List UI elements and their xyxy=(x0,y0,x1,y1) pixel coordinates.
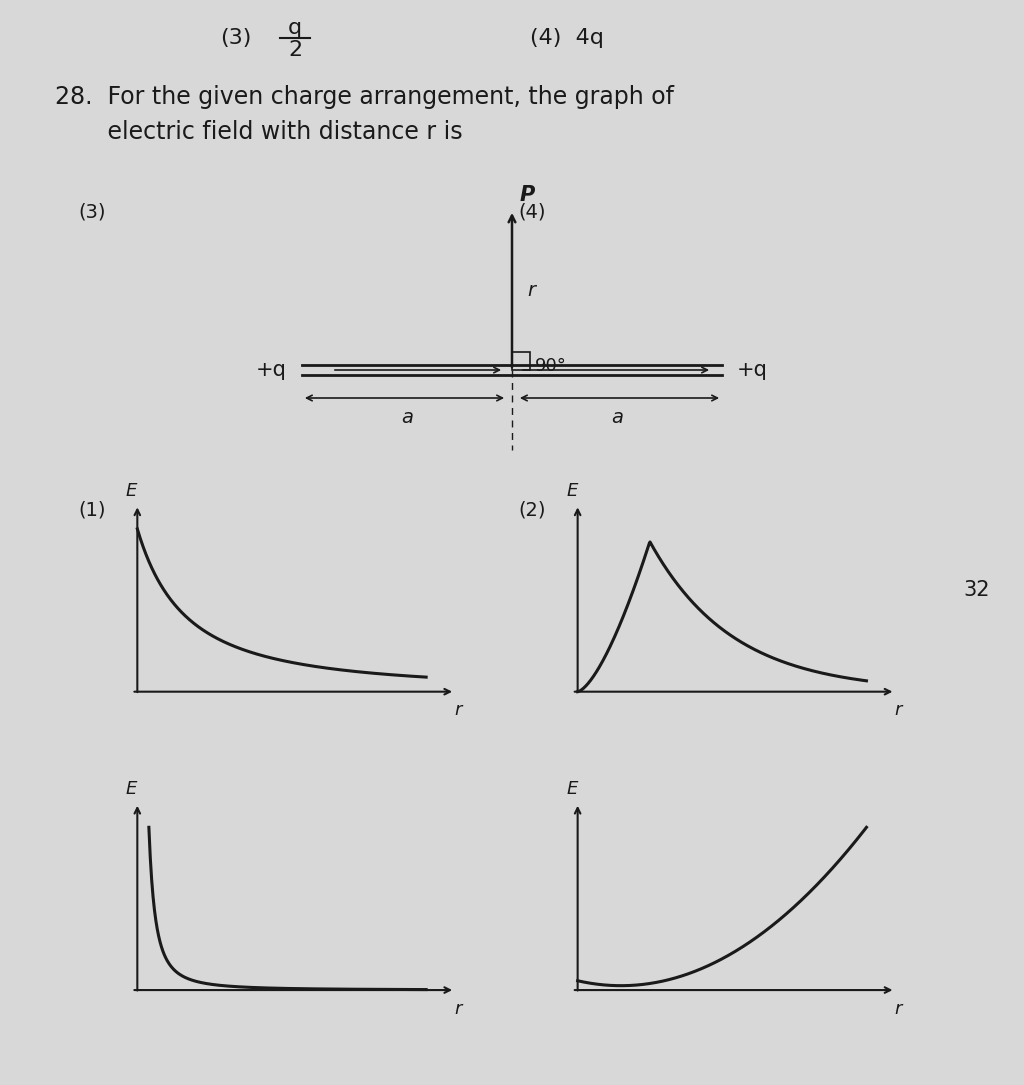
Text: a: a xyxy=(401,408,413,427)
Text: (1): (1) xyxy=(79,500,105,520)
Text: 32: 32 xyxy=(964,580,990,600)
Text: r: r xyxy=(527,281,535,299)
Text: E: E xyxy=(126,780,137,799)
Text: +q: +q xyxy=(256,360,287,380)
Text: E: E xyxy=(566,482,578,499)
Text: q: q xyxy=(288,18,302,38)
Text: E: E xyxy=(566,780,578,799)
Text: E: E xyxy=(126,482,137,499)
Text: (4): (4) xyxy=(519,202,546,221)
Text: r: r xyxy=(895,702,902,719)
Text: 2: 2 xyxy=(288,40,302,60)
Text: P: P xyxy=(520,186,536,205)
Text: r: r xyxy=(455,702,462,719)
Text: (3): (3) xyxy=(79,202,105,221)
Text: (4)  4q: (4) 4q xyxy=(530,28,604,48)
Text: r: r xyxy=(455,1000,462,1018)
Text: a: a xyxy=(611,408,623,427)
Text: electric field with distance r is: electric field with distance r is xyxy=(55,120,463,144)
Text: 90°: 90° xyxy=(535,357,567,375)
Text: r: r xyxy=(895,1000,902,1018)
Text: (2): (2) xyxy=(519,500,546,520)
Text: +q: +q xyxy=(737,360,768,380)
Text: 28.  For the given charge arrangement, the graph of: 28. For the given charge arrangement, th… xyxy=(55,85,674,108)
Bar xyxy=(512,352,530,370)
Text: (3): (3) xyxy=(220,28,251,48)
